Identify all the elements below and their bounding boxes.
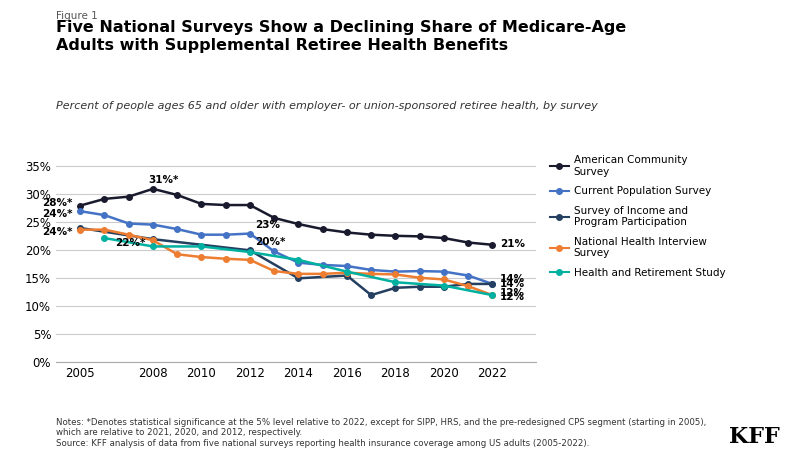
National Health Interview
Survey <box>342 270 352 275</box>
Health and Retirement Study <box>294 257 303 262</box>
Text: 14%: 14% <box>500 279 525 289</box>
American Community
Survey <box>245 202 254 208</box>
Line: Health and Retirement Study: Health and Retirement Study <box>102 235 495 298</box>
Current Population Survey <box>270 249 279 254</box>
American Community
Survey <box>390 233 400 238</box>
Survey of Income and
Program Participation <box>487 281 497 287</box>
Current Population Survey <box>197 232 206 238</box>
American Community
Survey <box>173 192 182 198</box>
National Health Interview
Survey <box>197 254 206 260</box>
Health and Retirement Study <box>439 283 449 288</box>
American Community
Survey <box>342 230 352 235</box>
Survey of Income and
Program Participation <box>148 236 158 242</box>
National Health Interview
Survey <box>75 227 85 232</box>
American Community
Survey <box>197 201 206 207</box>
Line: National Health Interview
Survey: National Health Interview Survey <box>78 227 495 298</box>
Text: KFF: KFF <box>730 426 780 448</box>
Current Population Survey <box>342 263 352 269</box>
Text: 24%*: 24%* <box>42 209 73 219</box>
American Community
Survey <box>270 215 279 220</box>
Current Population Survey <box>415 268 425 274</box>
Health and Retirement Study <box>197 244 206 249</box>
National Health Interview
Survey <box>270 268 279 274</box>
National Health Interview
Survey <box>463 284 473 289</box>
Current Population Survey <box>390 269 400 274</box>
Current Population Survey <box>124 221 134 226</box>
Text: Figure 1: Figure 1 <box>56 11 98 21</box>
Text: 28%*: 28%* <box>42 198 73 208</box>
National Health Interview
Survey <box>366 271 376 277</box>
Line: American Community
Survey: American Community Survey <box>78 186 495 248</box>
Line: Current Population Survey: Current Population Survey <box>78 208 495 287</box>
Current Population Survey <box>148 222 158 227</box>
Survey of Income and
Program Participation <box>342 273 352 278</box>
National Health Interview
Survey <box>100 227 110 232</box>
National Health Interview
Survey <box>318 271 327 277</box>
Survey of Income and
Program Participation <box>390 285 400 291</box>
Line: Survey of Income and
Program Participation: Survey of Income and Program Participati… <box>78 225 495 298</box>
National Health Interview
Survey <box>245 257 254 262</box>
American Community
Survey <box>318 226 327 232</box>
Current Population Survey <box>366 267 376 273</box>
American Community
Survey <box>463 240 473 245</box>
American Community
Survey <box>124 194 134 199</box>
Survey of Income and
Program Participation <box>439 284 449 289</box>
Survey of Income and
Program Participation <box>415 284 425 289</box>
Text: 12%: 12% <box>500 292 525 302</box>
Text: 12%: 12% <box>500 288 525 298</box>
Current Population Survey <box>245 231 254 236</box>
American Community
Survey <box>221 202 230 208</box>
Health and Retirement Study <box>487 292 497 298</box>
Current Population Survey <box>294 260 303 265</box>
Text: 31%*: 31%* <box>148 176 178 185</box>
Current Population Survey <box>318 262 327 268</box>
Health and Retirement Study <box>390 279 400 285</box>
Current Population Survey <box>75 208 85 214</box>
American Community
Survey <box>415 234 425 239</box>
Health and Retirement Study <box>245 249 254 255</box>
National Health Interview
Survey <box>221 256 230 261</box>
Survey of Income and
Program Participation <box>75 225 85 231</box>
Current Population Survey <box>439 269 449 274</box>
Text: 23%: 23% <box>254 220 280 230</box>
National Health Interview
Survey <box>148 238 158 243</box>
Text: Five National Surveys Show a Declining Share of Medicare-Age
Adults with Supplem: Five National Surveys Show a Declining S… <box>56 20 626 53</box>
American Community
Survey <box>439 235 449 241</box>
National Health Interview
Survey <box>124 232 134 238</box>
Text: 22%*: 22%* <box>115 238 146 248</box>
American Community
Survey <box>294 221 303 227</box>
National Health Interview
Survey <box>390 272 400 277</box>
Current Population Survey <box>463 273 473 278</box>
Current Population Survey <box>173 226 182 232</box>
Current Population Survey <box>100 212 110 218</box>
American Community
Survey <box>366 232 376 238</box>
Text: 20%*: 20%* <box>254 237 285 247</box>
Text: 14%: 14% <box>500 274 525 284</box>
National Health Interview
Survey <box>173 252 182 257</box>
Text: Percent of people ages 65 and older with employer- or union-sponsored retiree he: Percent of people ages 65 and older with… <box>56 101 598 111</box>
Legend: American Community
Survey, Current Population Survey, Survey of Income and
Progr: American Community Survey, Current Popul… <box>546 151 730 282</box>
Health and Retirement Study <box>148 244 158 249</box>
National Health Interview
Survey <box>487 292 497 298</box>
Text: Notes: *Denotes statistical significance at the 5% level relative to 2022, excep: Notes: *Denotes statistical significance… <box>56 418 706 448</box>
American Community
Survey <box>100 196 110 202</box>
American Community
Survey <box>75 203 85 208</box>
Survey of Income and
Program Participation <box>245 248 254 253</box>
Text: 24%*: 24%* <box>42 227 73 238</box>
Text: 21%: 21% <box>500 238 525 249</box>
Health and Retirement Study <box>100 235 110 241</box>
National Health Interview
Survey <box>294 271 303 277</box>
Survey of Income and
Program Participation <box>294 276 303 281</box>
National Health Interview
Survey <box>439 277 449 282</box>
American Community
Survey <box>148 186 158 192</box>
Survey of Income and
Program Participation <box>463 281 473 287</box>
American Community
Survey <box>487 242 497 248</box>
Current Population Survey <box>221 232 230 238</box>
Health and Retirement Study <box>342 269 352 274</box>
Survey of Income and
Program Participation <box>366 292 376 298</box>
National Health Interview
Survey <box>415 275 425 280</box>
Current Population Survey <box>487 281 497 287</box>
